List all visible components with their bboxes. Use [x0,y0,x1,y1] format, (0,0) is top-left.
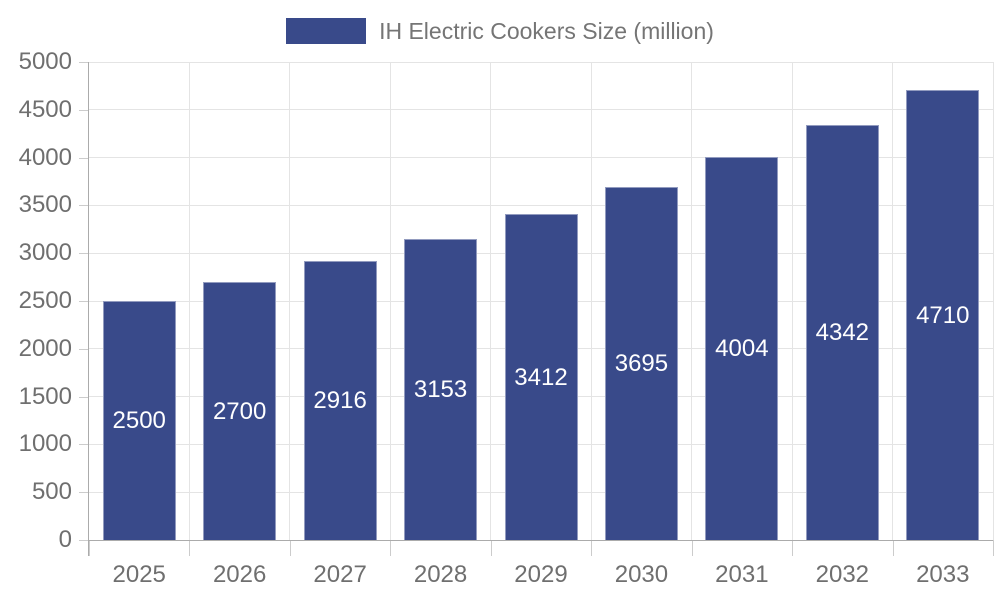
bar-value-label: 4342 [815,319,870,346]
gridline-vertical [590,62,592,540]
x-axis-line [89,540,993,541]
gridline-horizontal [89,157,993,159]
gridline-vertical [691,62,693,540]
x-tick-mark [390,540,392,556]
bar-value-label: 2700 [212,397,267,425]
bar-value-label: 3153 [413,376,468,403]
gridline-horizontal [89,204,993,206]
gridline-vertical [992,62,994,540]
gridline-vertical [289,62,291,540]
gridline-horizontal [89,109,993,111]
x-tick-label: 2027 [313,561,367,588]
plot-area: 2500 2700 2916 3153 3412 3695 4004 4342 4710 [89,61,994,540]
bar-2027: 2916 [303,261,377,540]
y-tick-label: 2000 [18,334,72,362]
x-tick-label: 2028 [413,561,468,588]
y-tick-label: 2500 [18,287,72,314]
bar-2033: 4710 [906,90,980,540]
gridline-vertical [188,62,190,540]
bar-2028: 3153 [404,239,478,540]
y-tick-mark [79,492,89,494]
y-tick-mark [79,109,89,111]
x-tick-label: 2032 [815,561,870,588]
x-tick-label: 2031 [715,561,769,588]
bar-2030: 3695 [604,187,678,540]
gridline-vertical [892,62,894,540]
gridline-vertical [791,62,793,540]
y-tick-label: 3000 [18,239,72,267]
y-tick-label: 1000 [18,430,72,458]
bar-2026: 2700 [203,282,277,540]
bar-value-label: 2916 [313,387,367,414]
y-tick-label: 0 [58,526,72,553]
y-tick-label: 500 [31,478,72,506]
bar-value-label: 4004 [715,335,769,362]
legend-item[interactable]: IH Electric Cookers Size (million) [286,18,714,44]
bar-value-label: 3695 [614,350,669,377]
gridline-horizontal [89,61,993,63]
y-tick-mark [79,301,89,302]
y-tick-mark [79,253,89,255]
y-tick-mark [79,62,89,63]
x-tick-mark [289,540,291,556]
y-tick-mark [79,540,89,541]
x-tick-label: 2026 [212,561,267,588]
y-axis-line [88,62,89,556]
legend-label: IH Electric Cookers Size (million) [379,18,714,44]
x-tick-label: 2030 [614,561,669,588]
x-tick-mark [89,540,90,556]
y-tick-label: 4500 [18,95,72,123]
x-tick-mark [490,540,492,556]
y-tick-label: 5000 [18,48,72,75]
bar-value-label: 3412 [514,363,568,391]
bar-2025: 2500 [102,301,176,540]
bar-2031: 4004 [705,157,779,540]
gridline-vertical [490,62,492,540]
gridline-vertical [389,62,391,540]
x-tick-mark [792,540,794,556]
legend: IH Electric Cookers Size (million) [0,18,1000,44]
x-tick-mark [591,540,593,556]
x-tick-label: 2033 [916,561,970,588]
y-tick-label: 3500 [18,191,72,219]
y-tick-mark [79,348,89,350]
legend-swatch-icon [286,18,367,44]
y-tick-label: 4000 [18,143,72,171]
bar-2029: 3412 [504,214,578,540]
bar-value-label: 2500 [112,407,166,434]
x-tick-label: 2025 [112,561,166,588]
x-tick-mark [691,540,693,556]
y-tick-mark [79,396,89,398]
y-tick-mark [79,444,89,446]
y-tick-label: 1500 [18,382,72,410]
y-tick-mark [79,205,89,207]
bar-value-label: 4710 [916,301,970,329]
y-tick-mark [79,157,89,159]
x-tick-mark [993,540,994,556]
x-tick-mark [892,540,894,556]
bar-2032: 4342 [805,125,879,540]
x-tick-label: 2029 [514,561,568,588]
x-tick-mark [189,540,191,556]
